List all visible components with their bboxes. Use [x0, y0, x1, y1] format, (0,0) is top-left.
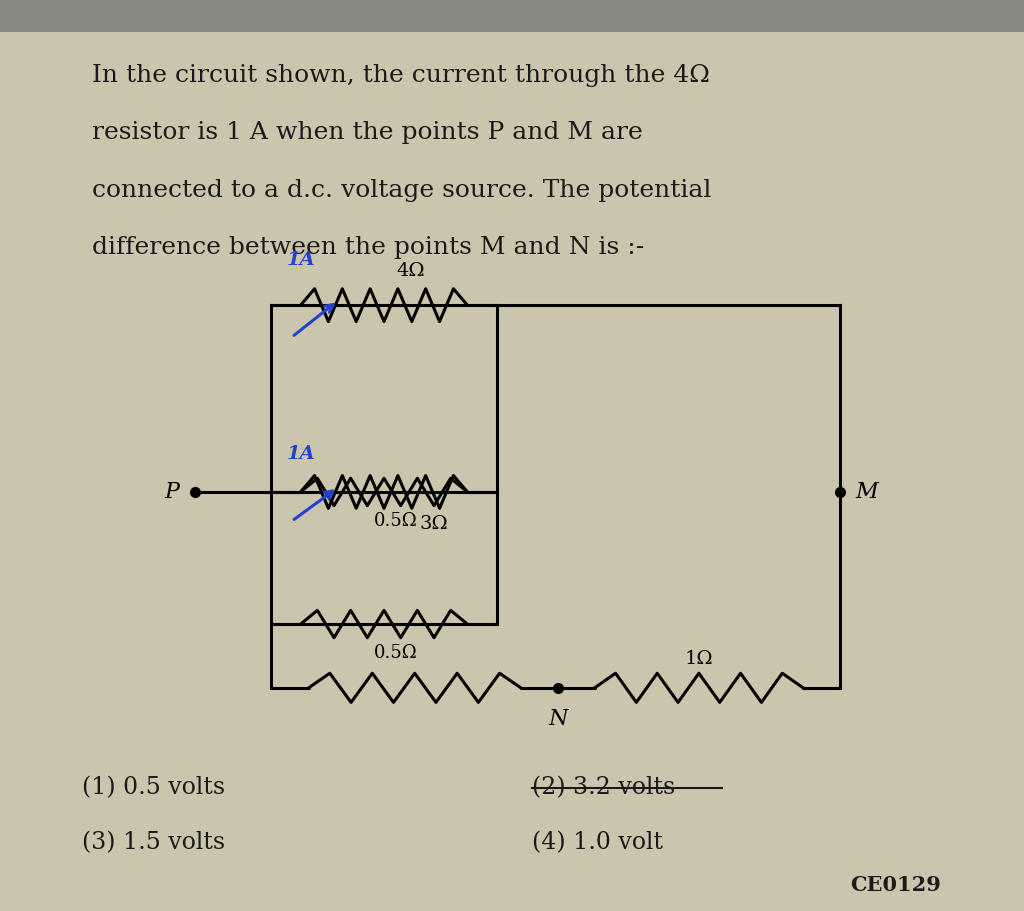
Text: 1Ω: 1Ω: [685, 650, 713, 668]
Text: CE0129: CE0129: [851, 875, 941, 895]
Text: 4Ω: 4Ω: [396, 261, 425, 280]
Text: difference between the points M and N is :-: difference between the points M and N is…: [92, 236, 644, 259]
Text: (1) 0.5 volts: (1) 0.5 volts: [82, 776, 225, 800]
Text: connected to a d.c. voltage source. The potential: connected to a d.c. voltage source. The …: [92, 179, 712, 201]
Text: 1A: 1A: [287, 445, 315, 463]
Text: (3) 1.5 volts: (3) 1.5 volts: [82, 831, 225, 855]
Text: N: N: [548, 708, 568, 730]
Text: P: P: [164, 481, 179, 503]
Text: resistor is 1 A when the points P and M are: resistor is 1 A when the points P and M …: [92, 121, 643, 144]
Text: 0.5Ω: 0.5Ω: [374, 512, 417, 530]
Text: 3Ω: 3Ω: [419, 515, 447, 533]
Text: 1A: 1A: [287, 251, 315, 269]
Bar: [0, 0, 1024, 32]
Text: M: M: [855, 481, 878, 503]
Text: In the circuit shown, the current through the 4Ω: In the circuit shown, the current throug…: [92, 64, 710, 87]
Text: (2) 3.2 volts: (2) 3.2 volts: [532, 776, 676, 800]
Text: (4) 1.0 volt: (4) 1.0 volt: [532, 831, 664, 855]
Text: 0.5Ω: 0.5Ω: [374, 644, 417, 662]
